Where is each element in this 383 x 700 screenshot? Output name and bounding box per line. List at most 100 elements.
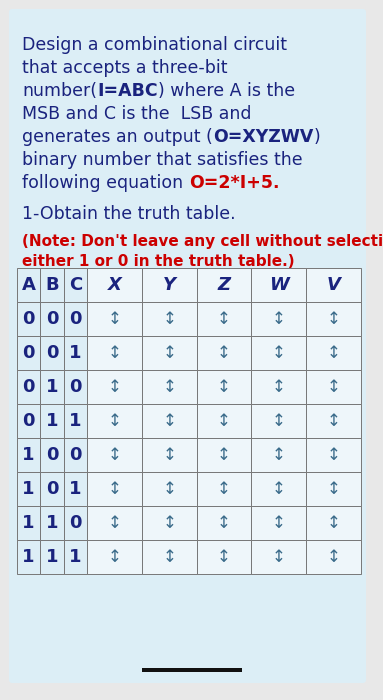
- Bar: [306, 438, 361, 472]
- Bar: [17, 336, 40, 370]
- Bar: [64, 472, 87, 506]
- Text: ↕: ↕: [217, 548, 231, 566]
- Text: 0: 0: [69, 514, 82, 532]
- Bar: [87, 506, 142, 540]
- Bar: [251, 268, 306, 302]
- Bar: [40, 404, 64, 438]
- Bar: [17, 438, 40, 472]
- Text: ↕: ↕: [217, 480, 231, 498]
- Bar: [196, 302, 251, 336]
- Text: W: W: [269, 276, 289, 294]
- Bar: [64, 438, 87, 472]
- Text: 1: 1: [23, 514, 35, 532]
- Bar: [196, 268, 251, 302]
- Bar: [17, 506, 40, 540]
- Text: 0: 0: [46, 446, 58, 464]
- Text: V: V: [327, 276, 340, 294]
- Bar: [251, 404, 306, 438]
- Text: B: B: [45, 276, 59, 294]
- Bar: [142, 540, 196, 574]
- Bar: [142, 336, 196, 370]
- Text: 0: 0: [23, 378, 35, 396]
- Text: ↕: ↕: [108, 412, 121, 430]
- Bar: [87, 370, 142, 404]
- Text: ↕: ↕: [327, 310, 340, 328]
- Text: 0: 0: [69, 378, 82, 396]
- Text: O=2*I+5.: O=2*I+5.: [188, 174, 279, 192]
- Bar: [306, 302, 361, 336]
- Bar: [251, 302, 306, 336]
- Bar: [142, 506, 196, 540]
- Bar: [64, 404, 87, 438]
- Text: either 1 or 0 in the truth table.): either 1 or 0 in the truth table.): [22, 254, 295, 269]
- Bar: [251, 540, 306, 574]
- Text: ↕: ↕: [108, 548, 121, 566]
- Text: ↕: ↕: [162, 514, 176, 532]
- Bar: [251, 472, 306, 506]
- Text: ↕: ↕: [162, 344, 176, 362]
- Bar: [142, 370, 196, 404]
- Text: that accepts a three-bit: that accepts a three-bit: [22, 59, 228, 77]
- Text: ↕: ↕: [108, 310, 121, 328]
- Bar: [40, 336, 64, 370]
- Bar: [40, 472, 64, 506]
- Text: ↕: ↕: [327, 446, 340, 464]
- Text: 1-Obtain the truth table.: 1-Obtain the truth table.: [22, 205, 236, 223]
- Bar: [64, 302, 87, 336]
- Text: A: A: [22, 276, 36, 294]
- Bar: [17, 268, 40, 302]
- Text: ↕: ↕: [108, 344, 121, 362]
- Text: ↕: ↕: [272, 446, 286, 464]
- Text: I=ABC: I=ABC: [97, 82, 158, 100]
- Text: ↕: ↕: [162, 446, 176, 464]
- Bar: [40, 302, 64, 336]
- Text: ↕: ↕: [162, 548, 176, 566]
- Text: binary number that satisfies the: binary number that satisfies the: [22, 151, 303, 169]
- Bar: [64, 336, 87, 370]
- Bar: [64, 506, 87, 540]
- Text: 1: 1: [69, 548, 82, 566]
- Bar: [251, 438, 306, 472]
- Text: 1: 1: [46, 514, 58, 532]
- Text: ↕: ↕: [327, 514, 340, 532]
- Bar: [306, 506, 361, 540]
- Text: ) where A is the: ) where A is the: [158, 82, 295, 100]
- Text: 0: 0: [23, 412, 35, 430]
- Bar: [196, 404, 251, 438]
- Bar: [196, 506, 251, 540]
- Bar: [17, 370, 40, 404]
- Text: 0: 0: [23, 310, 35, 328]
- Text: 1: 1: [23, 446, 35, 464]
- Bar: [87, 438, 142, 472]
- Text: ↕: ↕: [327, 548, 340, 566]
- Bar: [142, 438, 196, 472]
- Text: ↕: ↕: [162, 480, 176, 498]
- Text: 0: 0: [69, 446, 82, 464]
- Bar: [142, 472, 196, 506]
- Bar: [142, 268, 196, 302]
- Bar: [64, 540, 87, 574]
- Bar: [17, 540, 40, 574]
- Text: number(: number(: [22, 82, 97, 100]
- Bar: [196, 472, 251, 506]
- Text: 0: 0: [46, 344, 58, 362]
- Bar: [196, 438, 251, 472]
- Bar: [251, 370, 306, 404]
- Text: ↕: ↕: [272, 310, 286, 328]
- Text: 1: 1: [69, 412, 82, 430]
- Text: ↕: ↕: [108, 378, 121, 396]
- Bar: [64, 370, 87, 404]
- FancyBboxPatch shape: [9, 9, 366, 683]
- Bar: [40, 540, 64, 574]
- Text: ↕: ↕: [217, 412, 231, 430]
- Text: C: C: [69, 276, 82, 294]
- Text: ↕: ↕: [162, 378, 176, 396]
- Bar: [141, 668, 242, 672]
- Bar: [306, 540, 361, 574]
- Bar: [142, 302, 196, 336]
- Bar: [251, 506, 306, 540]
- Text: ↕: ↕: [217, 446, 231, 464]
- Text: ↕: ↕: [217, 514, 231, 532]
- Text: ↕: ↕: [217, 344, 231, 362]
- Bar: [142, 404, 196, 438]
